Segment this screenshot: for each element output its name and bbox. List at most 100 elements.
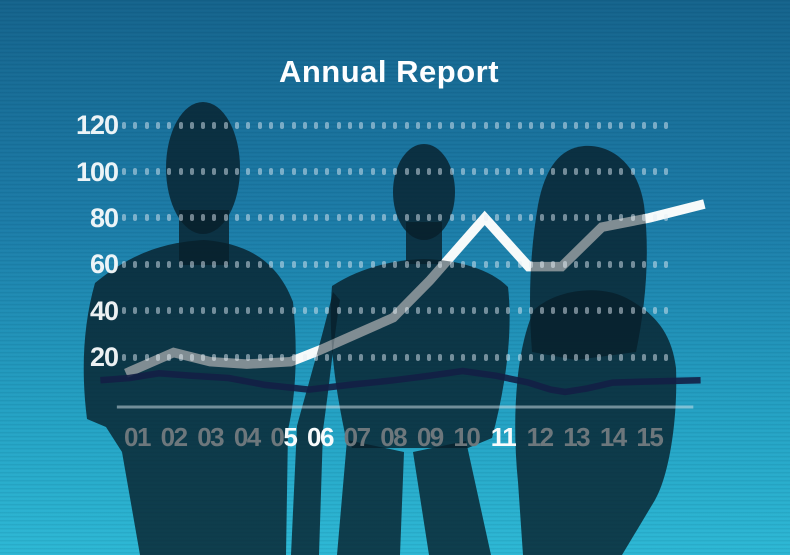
- grid-dot: [189, 214, 194, 222]
- grid-dot: [415, 307, 420, 315]
- grid-dot: [381, 260, 386, 268]
- grid-dot: [381, 214, 386, 222]
- y-tick-label: 60: [89, 249, 119, 280]
- grid-dot: [359, 168, 364, 175]
- grid-dot: [404, 353, 409, 361]
- grid-dot: [336, 307, 341, 315]
- grid-dot: [653, 121, 658, 129]
- grid-dot: [122, 168, 126, 175]
- grid-dot: [528, 260, 533, 268]
- grid-dot: [144, 121, 149, 129]
- x-tick-label: 01: [124, 422, 151, 452]
- grid-dot: [201, 353, 206, 361]
- y-tick-label: 40: [89, 295, 119, 326]
- grid-dot: [393, 353, 398, 361]
- grid-dot: [246, 121, 251, 129]
- grid-dot: [483, 214, 488, 222]
- grid-dot: [506, 214, 511, 222]
- grid-dot: [291, 214, 296, 222]
- grid-dot: [223, 121, 228, 129]
- navy-baseline-series: [100, 367, 701, 396]
- grid-dot: [370, 214, 375, 222]
- grid-dot: [268, 353, 273, 361]
- grid-dot: [314, 260, 319, 268]
- grid-dot: [506, 168, 511, 175]
- grid-dot: [562, 307, 567, 315]
- grid-dot: [404, 307, 409, 315]
- grid-dot: [494, 214, 499, 222]
- grid-dot: [212, 121, 217, 129]
- grid-dot: [596, 260, 601, 268]
- grid-dot: [585, 214, 590, 222]
- grid-dot: [619, 353, 624, 361]
- grid-dot: [664, 214, 669, 222]
- grid-dot: [596, 168, 601, 175]
- grid-dot: [302, 214, 307, 222]
- grid-dot: [178, 353, 183, 361]
- grid-dot: [133, 260, 138, 268]
- grid-dot: [574, 353, 578, 361]
- grid-dot: [664, 260, 669, 268]
- grid-dot: [246, 168, 251, 175]
- grid-dot: [393, 168, 398, 175]
- grid-dot: [336, 168, 341, 175]
- grid-dot: [280, 307, 285, 315]
- grid-dot: [630, 214, 635, 222]
- grid-dot: [449, 260, 454, 268]
- grid-dot: [348, 214, 352, 222]
- grid-dot: [144, 307, 149, 315]
- grid-dot: [348, 121, 352, 129]
- grid-dot: [223, 353, 228, 361]
- grid-dot: [494, 168, 499, 175]
- grid-dot: [664, 353, 669, 361]
- grid-dot: [302, 260, 307, 268]
- grid-dot: [596, 307, 601, 315]
- grid-dot: [268, 168, 273, 175]
- grid-dot: [348, 168, 352, 175]
- grid-dot: [235, 260, 239, 268]
- grid-dot: [472, 307, 477, 315]
- grid-dot: [506, 260, 511, 268]
- grid-dot: [427, 260, 432, 268]
- grid-dot: [155, 214, 160, 222]
- grid-dot: [472, 214, 477, 222]
- grid-dot: [449, 214, 454, 222]
- man-center-neck: [406, 222, 442, 264]
- grid-dot: [280, 121, 285, 129]
- grid-dot: [415, 214, 420, 222]
- grid-dot: [268, 214, 273, 222]
- grid-dot: [517, 353, 522, 361]
- grid-dot: [144, 214, 149, 222]
- grid-dot: [427, 168, 432, 175]
- grid-dot: [528, 214, 533, 222]
- grid-dot: [653, 168, 658, 175]
- grid-dot: [325, 260, 330, 268]
- grid-dot: [393, 121, 398, 129]
- grid-dot: [461, 307, 465, 315]
- grid-dot: [596, 214, 601, 222]
- x-tick-label: 09: [416, 422, 444, 452]
- grid-dot: [641, 121, 646, 129]
- grid-dot: [664, 307, 669, 315]
- grid-dot: [257, 168, 262, 175]
- grid-dot: [302, 168, 307, 175]
- grid-dot: [404, 121, 409, 129]
- y-tick-label: 20: [89, 342, 119, 373]
- grid-dot: [664, 121, 669, 129]
- grid-dot: [630, 260, 635, 268]
- grid-dot: [381, 353, 386, 361]
- x-tick-label: 08: [380, 422, 407, 452]
- grid-dot: [506, 307, 511, 315]
- man-center-right-leg: [413, 441, 491, 555]
- grid-dot: [314, 121, 319, 129]
- grid-dot: [178, 168, 183, 175]
- x-tick-label: 02: [160, 422, 188, 452]
- grid-dot: [540, 307, 545, 315]
- grid-dot: [494, 307, 499, 315]
- y-tick-label: 120: [75, 110, 119, 141]
- grid-dot: [257, 260, 262, 268]
- grid-dot: [235, 168, 239, 175]
- grid-dot: [562, 168, 567, 175]
